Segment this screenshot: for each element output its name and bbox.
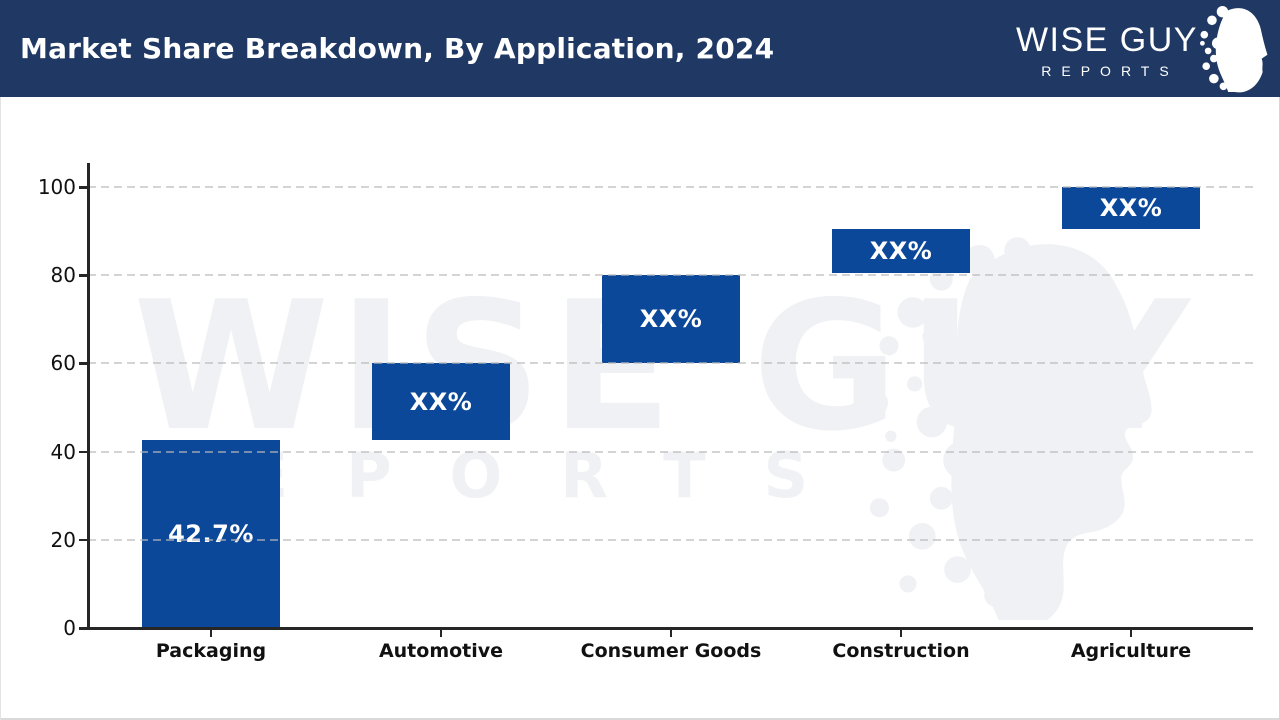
chart-title: Market Share Breakdown, By Application, … (20, 32, 775, 65)
bar-construction: XX% (832, 229, 970, 273)
y-tick-60 (79, 362, 88, 365)
y-tick-20 (79, 538, 88, 542)
y-tick-label-60: 60 (50, 351, 76, 376)
bar-value-label-agriculture: XX% (1099, 194, 1163, 223)
x-tick-construction (899, 629, 903, 637)
bar-value-label-automotive: XX% (409, 387, 473, 416)
x-tick-agriculture (1129, 629, 1133, 637)
watermark-head-icon (861, 237, 1152, 621)
brand-logo-text: WISE GUY REPORTS (1016, 21, 1198, 79)
gridline-80 (88, 274, 1253, 277)
x-tick-packaging (209, 629, 213, 637)
y-tick-label-80: 80 (50, 263, 76, 288)
y-tick-label-20: 20 (50, 527, 76, 552)
bar-value-label-construction: XX% (869, 236, 933, 265)
brand-name: WISE GUY (1015, 21, 1198, 59)
brand-subname: REPORTS (1041, 63, 1179, 79)
bar-automotive: XX% (372, 363, 510, 440)
y-tick-label-100: 100 (37, 175, 76, 199)
x-axis-line (86, 627, 1253, 630)
x-tick-label-automotive: Automotive (378, 640, 504, 662)
x-tick-consumer-goods (669, 629, 673, 637)
brand-logo: WISE GUY REPORTS (1015, 0, 1270, 97)
x-tick-label-consumer-goods: Consumer Goods (580, 640, 762, 662)
bar-consumer-goods: XX% (602, 275, 740, 364)
y-tick-label-40: 40 (50, 439, 76, 464)
y-tick-label-0: 0 (63, 616, 76, 640)
header-bar: Market Share Breakdown, By Application, … (0, 0, 1280, 97)
x-tick-label-packaging: Packaging (155, 640, 267, 662)
y-tick-0 (79, 627, 88, 630)
bar-value-label-consumer-goods: XX% (639, 305, 703, 334)
bar-value-label-packaging: 42.7% (168, 519, 254, 548)
y-tick-80 (79, 274, 88, 277)
gridline-20 (88, 538, 1253, 541)
y-axis-line (87, 163, 90, 630)
x-tick-label-construction: Construction (832, 640, 970, 662)
x-tick-label-agriculture: Agriculture (1070, 640, 1192, 662)
x-tick-automotive (439, 629, 443, 637)
gridline-100 (88, 186, 1253, 188)
y-tick-40 (79, 450, 88, 454)
brand-head-icon (1200, 5, 1268, 93)
bar-packaging: 42.7% (142, 439, 280, 628)
gridline-40 (88, 450, 1253, 453)
bar-agriculture: XX% (1062, 187, 1200, 230)
y-tick-100 (79, 186, 88, 189)
gridline-60 (88, 362, 1253, 365)
